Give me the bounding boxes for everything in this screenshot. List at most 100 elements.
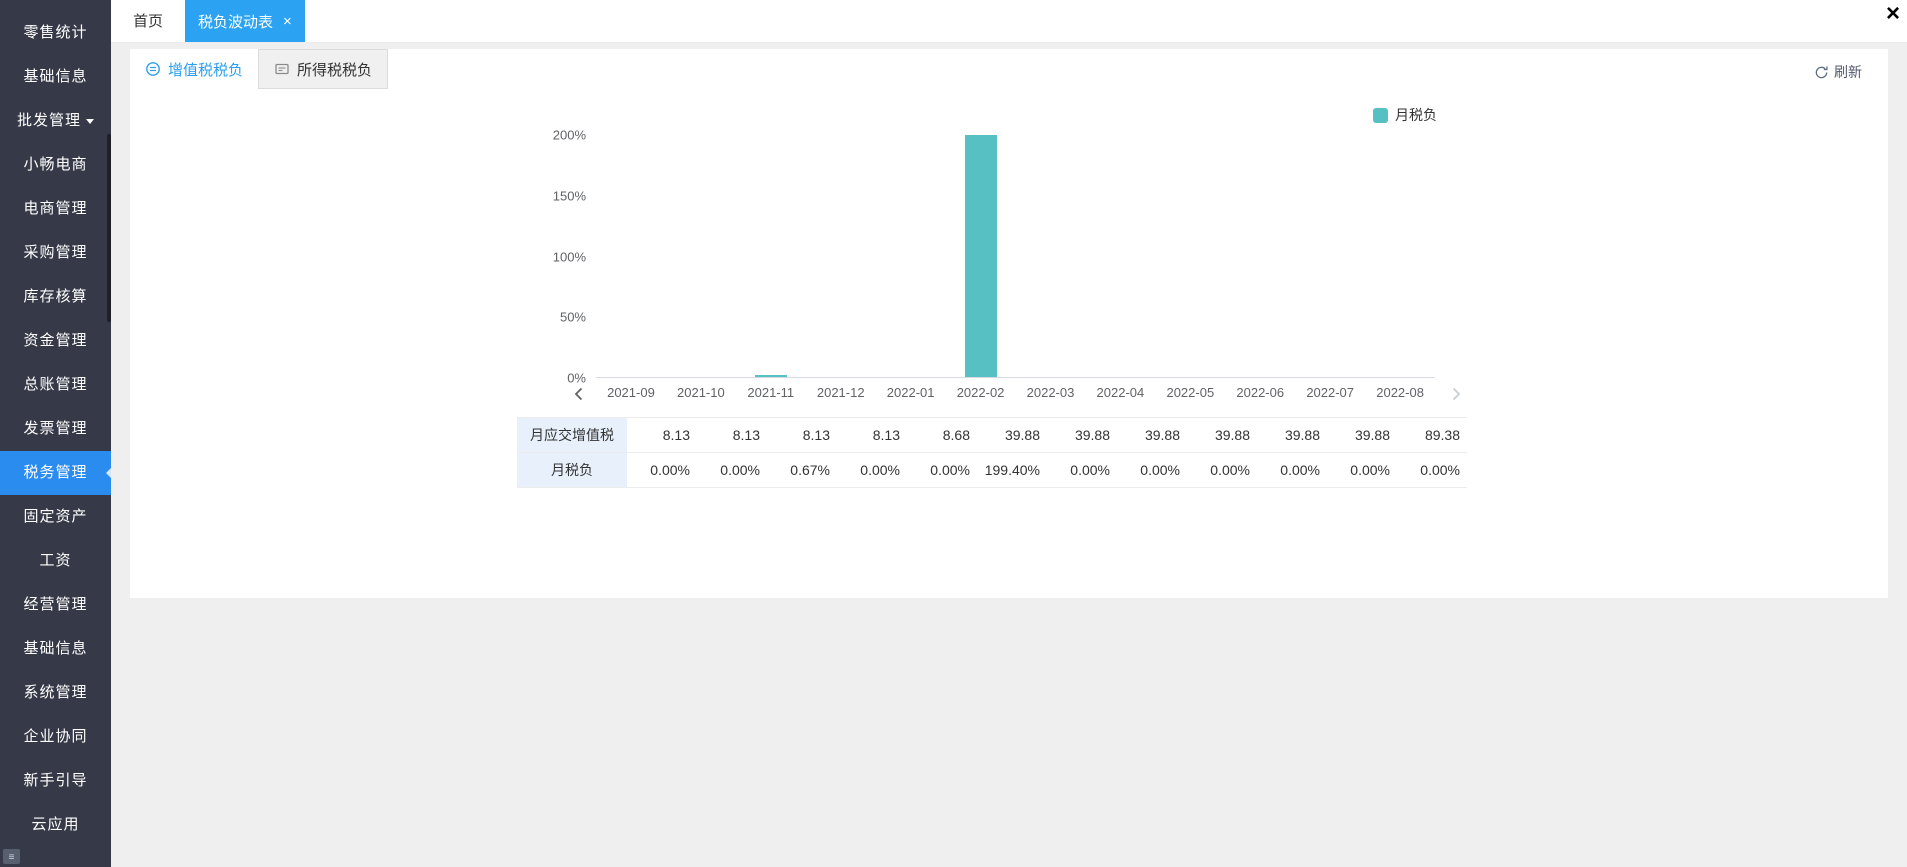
sidebar-item[interactable]: 云应用 <box>0 803 111 847</box>
sidebar-item-label: 工资 <box>39 552 72 569</box>
tab-label: 所得税税负 <box>297 61 373 79</box>
sidebar-item[interactable]: 系统管理 <box>0 671 111 715</box>
x-axis-label: 2022-02 <box>956 385 1005 400</box>
table-cell: 39.88 <box>1257 417 1327 453</box>
panel-tabs: 增值税税负 所得税税负 刷新 <box>130 49 1888 89</box>
window-close-icon[interactable]: × <box>1885 0 1900 27</box>
sidebar-item[interactable]: 总账管理 <box>0 363 111 407</box>
chart-next-arrow[interactable] <box>1451 386 1462 407</box>
table-cell: 0.00% <box>1117 452 1187 488</box>
sidebar-item-label: 经营管理 <box>23 596 88 613</box>
bar-slot <box>666 135 736 377</box>
tab-label: 增值税税负 <box>168 61 244 79</box>
sidebar-menu: 零售统计 基础信息 批发管理 小畅电商 电商管理 采购管理 库存核算 资金管理 总账管理 发票管理… <box>0 0 111 847</box>
content-panel: 增值税税负 所得税税负 刷新 月税负 0% 50% 100% 150% 200% <box>130 49 1888 598</box>
x-axis-label: 2022-04 <box>1096 385 1145 400</box>
table-cell: 0.00% <box>1327 452 1397 488</box>
chart-legend[interactable]: 月税负 <box>1373 105 1437 125</box>
sidebar-item-label: 采购管理 <box>23 244 88 261</box>
vat-tab-icon <box>146 62 160 76</box>
bar-slot <box>1225 135 1295 377</box>
sidebar-footer-button[interactable]: ≡ <box>3 849 20 864</box>
y-axis-label: 50% <box>559 309 586 325</box>
bar-slot <box>1016 135 1086 377</box>
sidebar-item-label: 税务管理 <box>23 464 88 481</box>
refresh-label: 刷新 <box>1834 64 1862 80</box>
sidebar: 零售统计 基础信息 批发管理 小畅电商 电商管理 采购管理 库存核算 资金管理 总账管理 发票管理… <box>0 0 111 867</box>
table-cell: 0.00% <box>1257 452 1327 488</box>
legend-label: 月税负 <box>1395 107 1437 123</box>
sidebar-item[interactable]: 基础信息 <box>0 627 111 671</box>
x-axis-label: 2022-05 <box>1166 385 1215 400</box>
bar-slot <box>876 135 946 377</box>
income-tax-tab-icon <box>275 63 289 75</box>
sidebar-item[interactable]: 小畅电商 <box>0 143 111 187</box>
sidebar-item[interactable]: 经营管理 <box>0 583 111 627</box>
tab-tax-fluctuation[interactable]: 税负波动表 × <box>185 0 305 42</box>
x-axis: 2021-09 2021-10 2021-11 2021-12 2022-01 2022-… <box>574 385 1461 401</box>
table-cell: 0.00% <box>1397 452 1467 488</box>
legend-swatch <box>1373 107 1388 123</box>
sidebar-item-label: 资金管理 <box>23 332 88 349</box>
sidebar-item[interactable]: 库存核算 <box>0 275 111 319</box>
table-cell: 0.67% <box>767 452 837 488</box>
tab-close-icon[interactable]: × <box>283 12 292 30</box>
tab-home[interactable]: 首页 <box>133 13 164 30</box>
table-cell: 89.38 <box>1397 417 1467 453</box>
sidebar-item-label: 发票管理 <box>23 420 88 437</box>
refresh-button[interactable]: 刷新 <box>1814 62 1862 82</box>
y-axis: 0% 50% 100% 150% 200% <box>540 128 596 386</box>
bar-slot <box>1365 135 1435 377</box>
menu-icon: ≡ <box>8 852 15 863</box>
table-cell: 0.00% <box>1187 452 1257 488</box>
sidebar-item-label: 电商管理 <box>23 200 88 217</box>
tab-income-tax-burden[interactable]: 所得税税负 <box>258 49 389 89</box>
sidebar-scrollbar[interactable] <box>107 134 111 322</box>
bar-slot <box>946 134 1016 377</box>
table-cell: 8.13 <box>767 417 837 453</box>
sidebar-item-label: 零售统计 <box>23 24 88 41</box>
y-axis-label: 100% <box>552 249 586 264</box>
table-cell: 0.00% <box>627 452 697 488</box>
bar-slot <box>736 135 806 377</box>
table-cell: 0.00% <box>697 452 767 488</box>
bar <box>754 375 787 377</box>
tax-burden-chart: 0% 50% 100% 150% 200% 2021-09 2021-10 2021-11 2… <box>540 128 1461 401</box>
sidebar-item-label: 固定资产 <box>23 508 88 525</box>
table-cell: 8.13 <box>627 417 697 453</box>
tab-bar: 首页 税负波动表 × × <box>111 0 1907 43</box>
table-cell: 0.00% <box>837 452 907 488</box>
x-axis-label: 2022-01 <box>886 385 935 400</box>
sidebar-item[interactable]: 批发管理 <box>0 99 111 143</box>
sidebar-item[interactable]: 税务管理 <box>0 451 111 495</box>
bar-slot <box>1155 135 1225 377</box>
sidebar-item[interactable]: 工资 <box>0 539 111 583</box>
sidebar-item-label: 系统管理 <box>23 684 88 701</box>
table-cell: 8.13 <box>697 417 767 453</box>
table-cell: 39.88 <box>1117 417 1187 453</box>
sidebar-item[interactable]: 资金管理 <box>0 319 111 363</box>
sidebar-item[interactable]: 新手引导 <box>0 759 111 803</box>
refresh-icon <box>1815 66 1828 78</box>
plot-area <box>596 134 1435 378</box>
table-row: 月税负 0.00% 0.00% 0.67% 0.00% 0.00% 199.40% 0.00%… <box>517 452 1467 488</box>
x-axis-label: 2022-03 <box>1026 385 1075 400</box>
bar-slot <box>1085 135 1155 377</box>
sidebar-item[interactable]: 基础信息 <box>0 55 111 99</box>
table-row: 月应交增值税 8.13 8.13 8.13 8.13 8.68 39.88 39.88 39.8… <box>517 417 1467 453</box>
tab-vat-burden[interactable]: 增值税税负 <box>130 49 258 89</box>
sidebar-item-label: 批发管理 <box>16 112 81 129</box>
table-cell: 0.00% <box>907 452 977 488</box>
sidebar-item[interactable]: 发票管理 <box>0 407 111 451</box>
table-cell: 199.40% <box>977 452 1047 488</box>
bar-slot <box>1295 135 1365 377</box>
chart-prev-arrow[interactable] <box>573 386 584 407</box>
sidebar-item[interactable]: 企业协同 <box>0 715 111 759</box>
sidebar-item[interactable]: 零售统计 <box>0 11 111 55</box>
sidebar-item[interactable]: 电商管理 <box>0 187 111 231</box>
bar <box>964 134 997 377</box>
bar-slot <box>596 135 666 377</box>
sidebar-item[interactable]: 采购管理 <box>0 231 111 275</box>
row-header: 月应交增值税 <box>517 417 627 453</box>
sidebar-item[interactable]: 固定资产 <box>0 495 111 539</box>
